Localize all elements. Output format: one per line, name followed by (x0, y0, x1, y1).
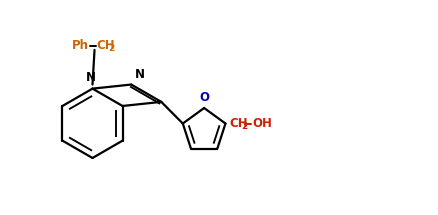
Text: 2: 2 (108, 44, 114, 53)
Text: OH: OH (252, 117, 272, 130)
Text: N: N (85, 71, 95, 84)
Text: Ph: Ph (71, 39, 88, 52)
Text: O: O (199, 91, 208, 104)
Text: 2: 2 (241, 121, 247, 131)
Text: CH: CH (229, 117, 247, 130)
Text: CH: CH (96, 39, 115, 52)
Text: N: N (135, 69, 145, 81)
